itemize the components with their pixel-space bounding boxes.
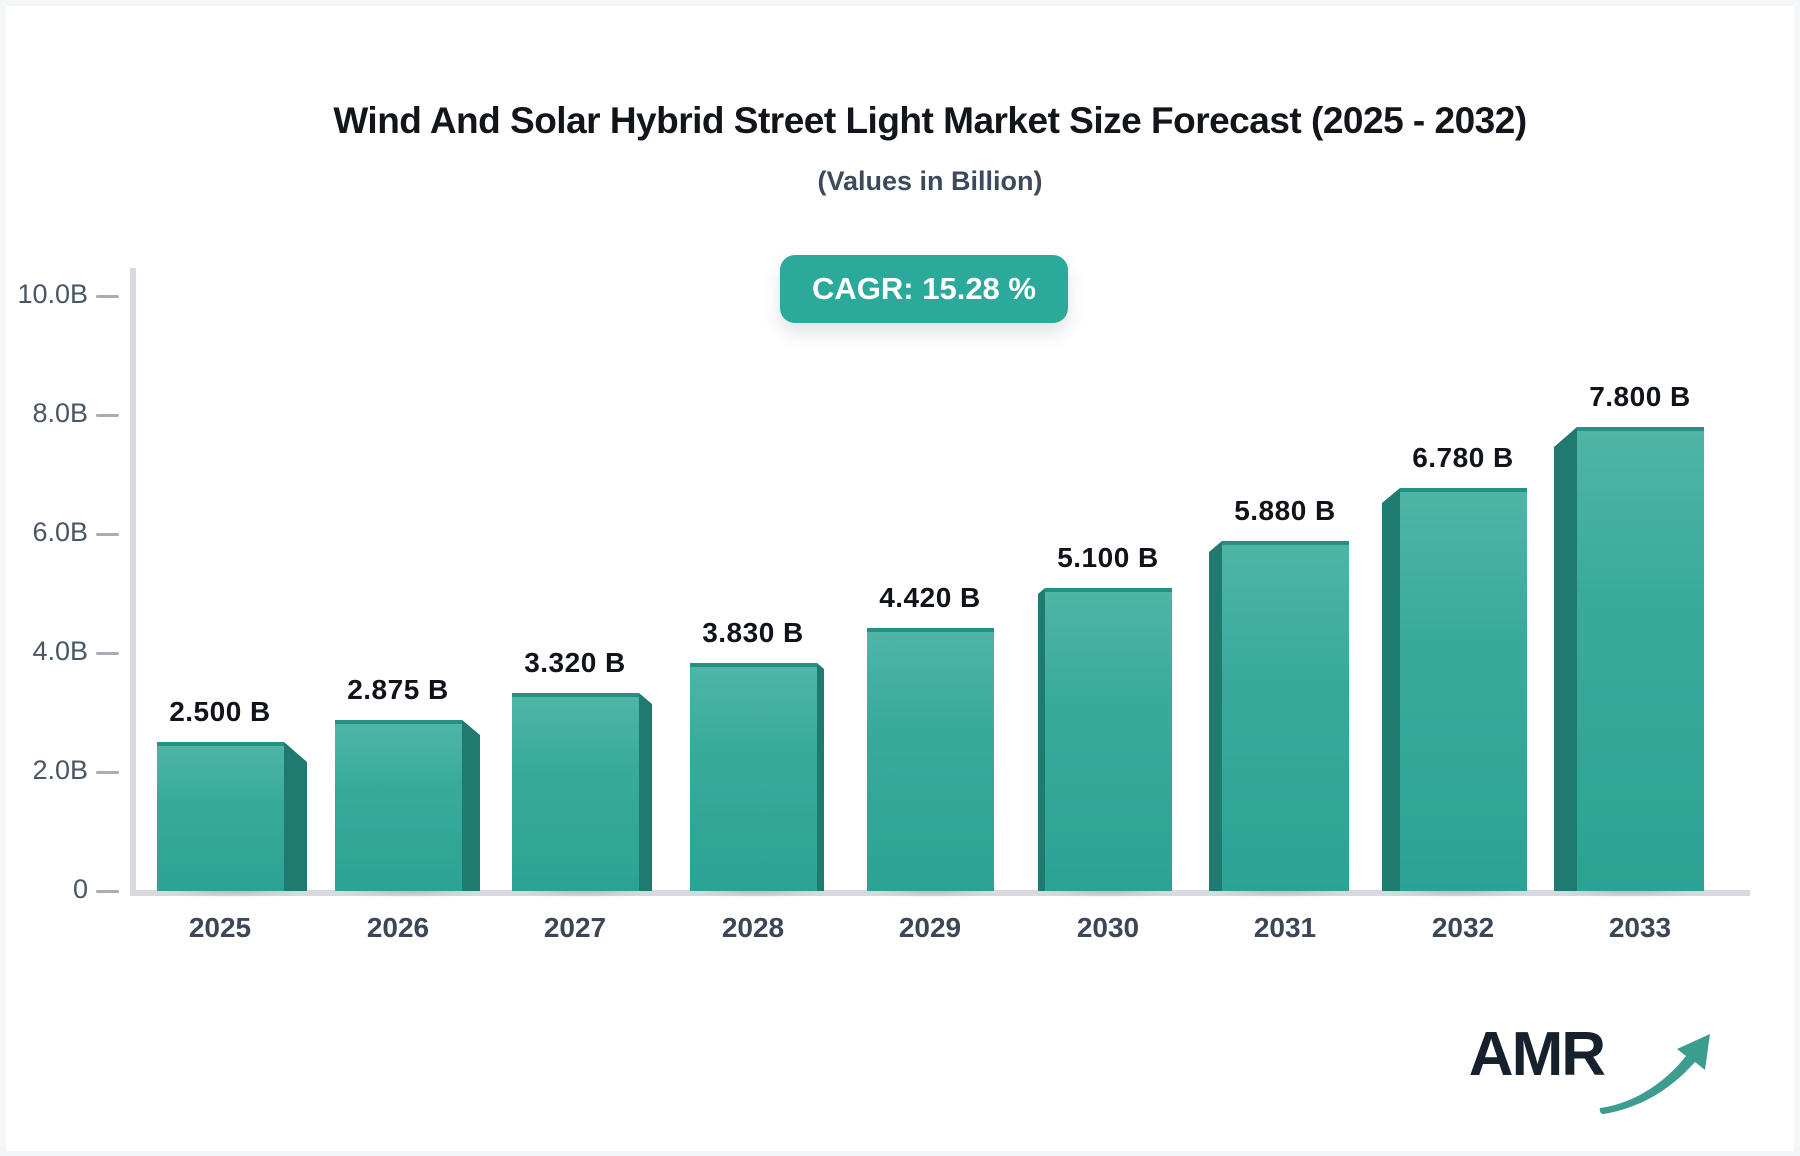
- bar-shadow: [1203, 887, 1357, 896]
- bar-value-label: 5.880 B: [1234, 495, 1336, 526]
- bar-side-face: [462, 720, 480, 891]
- amr-logo-text: AMR: [1468, 1020, 1606, 1089]
- bar-front-face: [512, 693, 639, 891]
- y-tick-label: 0: [72, 874, 88, 904]
- x-axis-line: [130, 890, 1750, 896]
- y-tick-label: 6.0B: [32, 517, 88, 547]
- x-axis-category-label: 2032: [1431, 912, 1495, 943]
- bar-shadow: [151, 887, 315, 896]
- y-axis-line: [130, 268, 136, 895]
- bar-shadow: [1376, 887, 1535, 896]
- x-axis-category-label: 2029: [898, 912, 962, 943]
- growth-arrow-icon: [1599, 1034, 1710, 1115]
- y-tick-dash: [96, 414, 119, 417]
- bar-side-face: [1209, 541, 1222, 891]
- y-tick-label: 8.0B: [32, 398, 88, 428]
- bar-front-face: [1400, 488, 1527, 891]
- bar: [335, 720, 480, 891]
- bar-front-face: [1045, 588, 1172, 891]
- bar: [1382, 488, 1527, 891]
- bar-shadow: [684, 887, 832, 896]
- page-subtitle: (Values in Billion): [817, 166, 1043, 196]
- y-tick-dash: [96, 533, 119, 536]
- bar-shadow: [506, 887, 660, 896]
- x-axis-category-label: 2030: [1076, 912, 1140, 943]
- bar-side-face: [639, 693, 652, 891]
- bar-value-label: 4.420 B: [879, 582, 981, 613]
- bar-value-label: 6.780 B: [1412, 442, 1514, 473]
- bar-front-face: [1222, 541, 1349, 891]
- bar: [512, 693, 652, 891]
- bar-side-face: [1554, 427, 1577, 891]
- bar-front-face: [1577, 427, 1704, 891]
- cagr-badge-label: CAGR: 15.28 %: [812, 271, 1036, 306]
- bar-front-face: [690, 663, 817, 891]
- bar-value-label: 5.100 B: [1057, 542, 1159, 573]
- bar-side-face: [284, 742, 307, 891]
- bar-shadow: [1548, 887, 1712, 896]
- x-axis-category-label: 2033: [1608, 912, 1672, 943]
- x-axis-category-label: 2027: [543, 912, 607, 943]
- bar-side-face: [1038, 588, 1045, 891]
- bar-value-label: 2.875 B: [347, 674, 449, 705]
- y-tick-label: 2.0B: [32, 755, 88, 785]
- y-tick-label: 10.0B: [17, 279, 88, 309]
- bar: [157, 742, 307, 891]
- bar-shadow: [1032, 887, 1180, 896]
- bar-front-face: [157, 742, 284, 891]
- x-axis-category-label: 2031: [1253, 912, 1317, 943]
- bar-value-label: 2.500 B: [169, 696, 271, 727]
- bar-front-face: [335, 720, 462, 891]
- bar: [1038, 588, 1172, 891]
- y-tick-dash: [96, 652, 119, 655]
- bar-value-label: 3.320 B: [524, 647, 626, 678]
- bar-value-label: 7.800 B: [1589, 381, 1691, 412]
- bar: [867, 628, 994, 891]
- x-axis-category-label: 2025: [188, 912, 252, 943]
- bar: [690, 663, 824, 891]
- bar: [1209, 541, 1349, 891]
- y-tick-dash: [96, 295, 119, 298]
- bar-value-label: 3.830 B: [702, 617, 804, 648]
- y-tick-dash: [96, 890, 119, 893]
- bar-front-face: [867, 628, 994, 891]
- page-title: Wind And Solar Hybrid Street Light Marke…: [333, 100, 1527, 141]
- chart-card: Wind And Solar Hybrid Street Light Marke…: [6, 6, 1794, 1151]
- y-tick-label: 4.0B: [32, 636, 88, 666]
- bar-side-face: [817, 663, 824, 891]
- amr-logo: AMR: [1469, 1024, 1716, 1118]
- bar-shadow: [329, 887, 488, 896]
- bar-side-face: [1382, 488, 1400, 891]
- x-axis-category-label: 2028: [721, 912, 785, 943]
- y-tick-dash: [96, 771, 119, 774]
- x-axis-category-label: 2026: [366, 912, 430, 943]
- bar-shadow: [861, 887, 1002, 896]
- bar: [1554, 427, 1704, 891]
- cagr-badge: CAGR: 15.28 %: [780, 255, 1068, 323]
